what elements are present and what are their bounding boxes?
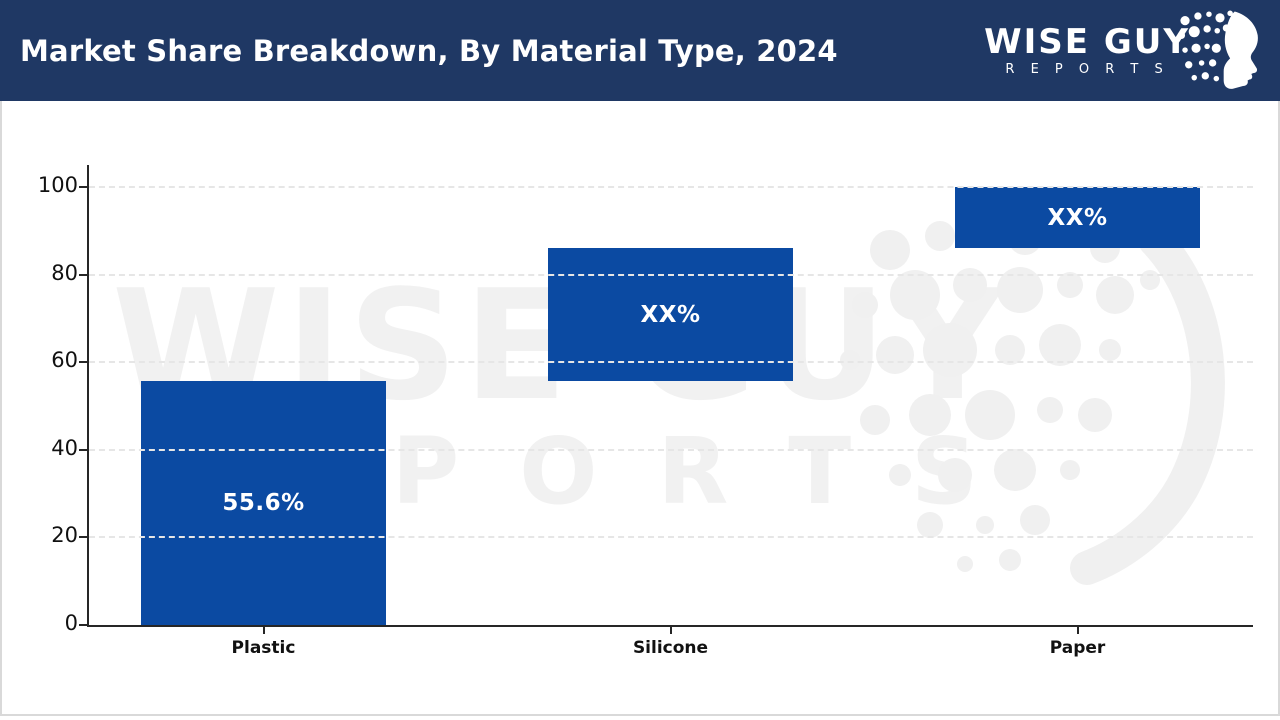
y-tick-mark	[79, 273, 87, 276]
bar-plastic: 55.6%	[141, 381, 386, 625]
gridline-20	[89, 536, 1253, 539]
x-category-label: Silicone	[632, 638, 709, 658]
x-axis-spine	[87, 625, 1253, 627]
chart-title: Market Share Breakdown, By Material Type…	[20, 33, 838, 68]
x-tick-mark	[1076, 627, 1079, 634]
logo-head-icon	[1177, 10, 1258, 89]
x-tick-mark	[669, 627, 672, 634]
y-tick-mark	[79, 448, 87, 451]
wiseguy-logo: WISE GUY R E P O R T S	[984, 8, 1266, 94]
x-category-label: Plastic	[231, 638, 296, 658]
logo-wordmark: WISE GUY	[984, 21, 1190, 62]
y-tick-label: 100	[37, 173, 78, 197]
y-tick-mark	[79, 186, 87, 188]
logo-text: WISE GUY R E P O R T S	[984, 21, 1190, 78]
y-tick-mark	[79, 361, 87, 364]
y-tick-mark	[79, 536, 87, 539]
x-tick-mark	[262, 627, 265, 634]
y-tick-label: 40	[51, 435, 78, 460]
gridline-60	[89, 361, 1253, 364]
y-axis-spine	[87, 165, 89, 627]
y-tick-label: 0	[64, 611, 78, 635]
y-tick-label: 60	[51, 348, 78, 373]
gridline-80	[89, 273, 1253, 276]
bar-value-label: XX%	[1047, 204, 1108, 231]
gridline-40	[89, 448, 1253, 451]
y-tick-mark	[79, 624, 87, 626]
logo-subtext: R E P O R T S	[1005, 62, 1169, 78]
header-band: Market Share Breakdown, By Material Type…	[0, 0, 1280, 101]
bar-paper: XX%	[955, 187, 1200, 249]
y-tick-label: 20	[51, 523, 78, 548]
y-tick-label: 80	[51, 260, 78, 285]
x-category-label: Paper	[1049, 638, 1106, 658]
bar-value-label: XX%	[640, 301, 701, 328]
gridline-100	[89, 186, 1253, 188]
bar-value-label: 55.6%	[222, 490, 305, 517]
bar-silicone: XX%	[548, 248, 793, 382]
